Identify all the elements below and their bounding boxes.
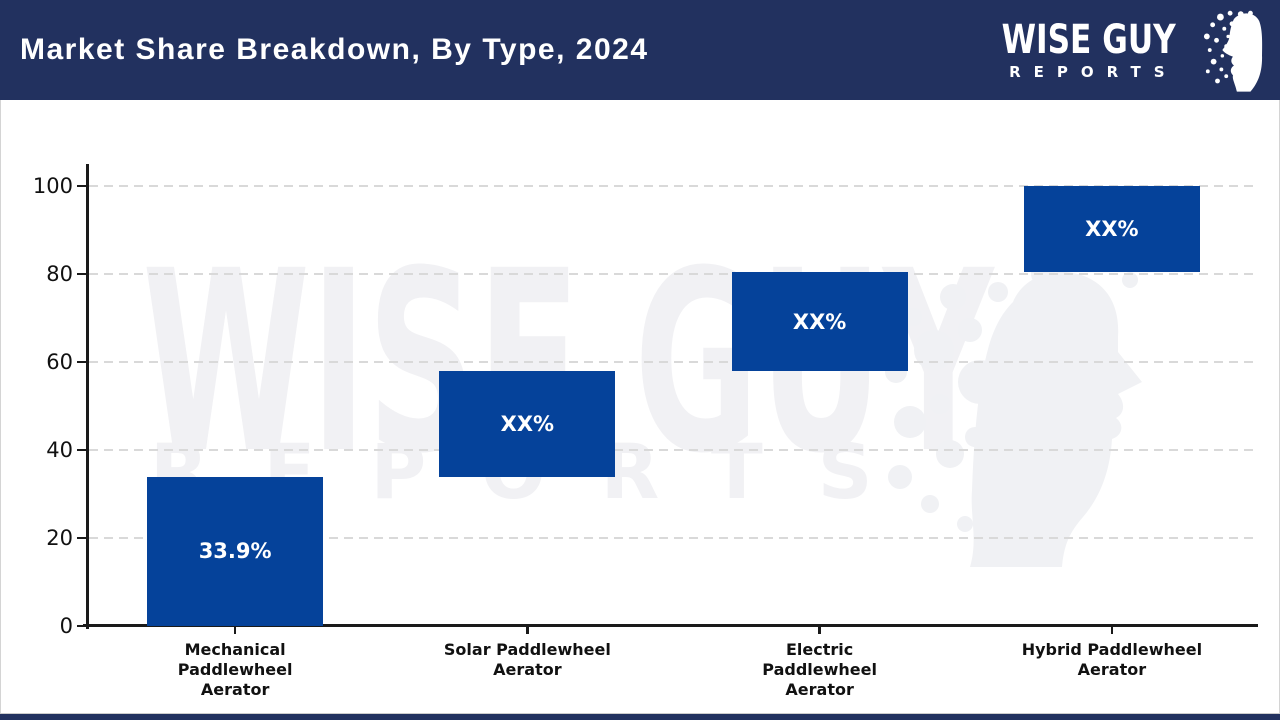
y-tick-mark <box>77 537 86 540</box>
gridline <box>89 537 1258 539</box>
x-tick-mark <box>526 627 529 634</box>
category-label-line: Paddlewheel <box>762 660 877 679</box>
y-tick-label: 40 <box>46 438 73 462</box>
bar-value-label: XX% <box>1085 217 1139 242</box>
gridline <box>89 273 1258 275</box>
y-tick-label: 60 <box>46 350 73 374</box>
wiseguy-face-icon <box>1203 10 1263 92</box>
x-tick-mark <box>1110 627 1114 634</box>
bar <box>1023 186 1200 273</box>
x-axis-spine <box>83 624 1258 627</box>
footer-hairline <box>0 713 1280 714</box>
bar-value-label: XX% <box>500 412 555 437</box>
logo-subtitle: REPORTS <box>1009 62 1178 81</box>
y-tick-label: 0 <box>59 614 73 638</box>
y-tick-mark <box>77 625 86 628</box>
category-label: Electric Paddlewheel Aerator <box>670 640 970 700</box>
wiseguy-logo: WISE GUY REPORTS <box>977 7 1264 93</box>
gridline <box>89 361 1258 363</box>
gridline <box>89 185 1258 187</box>
y-tick-mark <box>77 185 86 188</box>
bar <box>147 476 324 626</box>
footer-bar <box>0 714 1280 720</box>
gridline <box>89 449 1258 451</box>
page-title: Market Share Breakdown, By Type, 2024 <box>20 33 649 66</box>
category-label-line: Solar Paddlewheel <box>443 640 611 659</box>
category-label: Solar Paddlewheel Aerator <box>377 640 677 680</box>
y-tick-mark <box>77 361 86 364</box>
category-label-line: Paddlewheel <box>177 660 293 679</box>
category-label-line: Aerator <box>200 680 270 699</box>
category-label-line: Electric <box>785 640 854 659</box>
y-tick-mark <box>77 273 86 276</box>
x-tick-mark <box>233 627 237 634</box>
y-tick-mark <box>77 449 86 452</box>
y-tick-label: 80 <box>46 262 73 286</box>
x-tick-mark <box>818 627 821 634</box>
category-label-line: Aerator <box>785 680 854 699</box>
y-tick-label: 100 <box>32 174 73 198</box>
logo-text: WISE GUY REPORTS <box>977 20 1200 81</box>
category-label: Hybrid Paddlewheel Aerator <box>962 640 1262 680</box>
category-label-line: Hybrid Paddlewheel <box>1021 640 1203 659</box>
bar-value-label: XX% <box>792 309 847 334</box>
category-label-line: Aerator <box>493 660 562 679</box>
category-label: Mechanical Paddlewheel Aerator <box>85 640 385 700</box>
y-axis-spine <box>86 164 89 629</box>
y-tick-label: 20 <box>46 526 73 550</box>
bar <box>731 272 908 372</box>
bar-value-label: 33.9% <box>198 539 272 564</box>
header: Market Share Breakdown, By Type, 2024 WI… <box>0 0 1280 100</box>
category-label-line: Aerator <box>1077 660 1147 679</box>
logo-wordmark: WISE GUY <box>1001 16 1176 63</box>
category-label-line: Mechanical <box>184 640 286 659</box>
bar <box>439 371 616 477</box>
